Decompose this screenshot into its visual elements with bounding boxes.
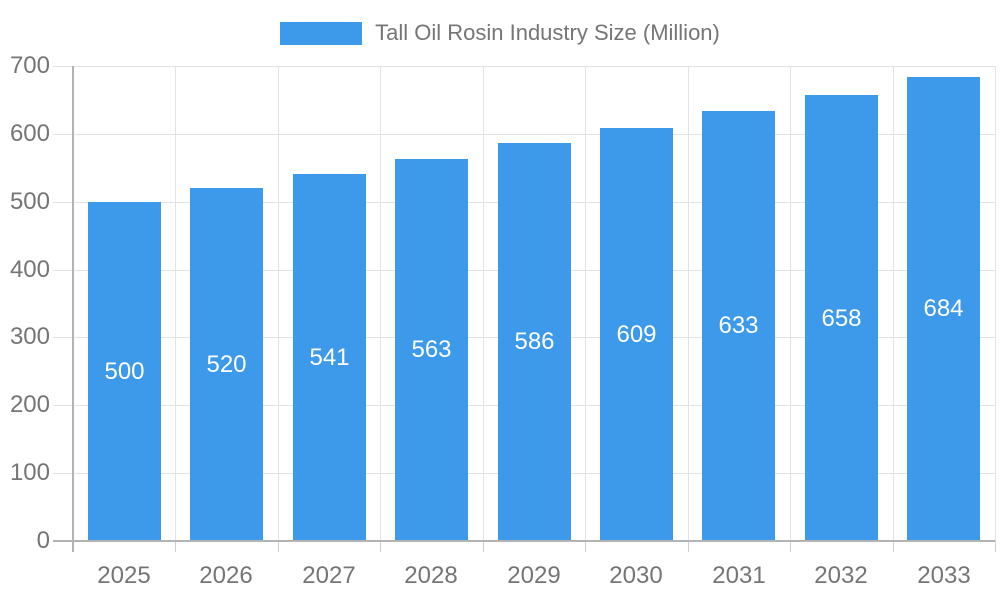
gridline-vertical xyxy=(893,66,894,541)
x-axis-tick xyxy=(790,541,791,552)
legend-color-swatch xyxy=(280,21,363,45)
gridline-vertical xyxy=(380,66,381,541)
y-tick-label: 700 xyxy=(9,52,50,79)
bar: 586 xyxy=(498,143,571,541)
bar: 541 xyxy=(293,174,366,541)
gridline-vertical xyxy=(483,66,484,541)
x-axis-tick xyxy=(688,541,689,552)
x-tick-label: 2026 xyxy=(199,562,253,589)
bar: 658 xyxy=(805,95,878,542)
bar-value-label: 609 xyxy=(616,320,657,348)
gridline-vertical xyxy=(585,66,586,541)
bar-value-label: 633 xyxy=(718,312,759,339)
x-tick-label: 2027 xyxy=(302,562,356,589)
gridline-horizontal xyxy=(53,134,995,135)
x-tick-label: 2025 xyxy=(97,562,151,589)
bar: 520 xyxy=(190,188,263,541)
gridline-vertical xyxy=(688,66,689,541)
x-tick-label: 2029 xyxy=(507,562,561,589)
gridline-horizontal xyxy=(53,66,995,67)
legend: Tall Oil Rosin Industry Size (Million) xyxy=(0,18,1000,48)
x-axis-tick xyxy=(175,541,176,552)
bar-value-label: 500 xyxy=(104,357,145,385)
x-axis-tick xyxy=(995,541,996,552)
y-tick-label: 100 xyxy=(9,459,50,486)
gridline-vertical xyxy=(995,66,996,541)
bar: 633 xyxy=(702,111,775,541)
y-tick-label: 300 xyxy=(9,323,50,350)
x-tick-label: 2032 xyxy=(814,562,868,589)
gridline-vertical xyxy=(175,66,176,541)
bar: 609 xyxy=(600,128,673,541)
y-tick-label: 0 xyxy=(36,527,50,554)
bar-value-label: 658 xyxy=(821,304,862,332)
x-axis-line xyxy=(53,540,995,542)
y-tick-label: 500 xyxy=(9,188,50,215)
y-tick-label: 200 xyxy=(9,391,50,418)
x-axis-tick xyxy=(380,541,381,552)
x-axis-tick xyxy=(483,541,484,552)
bar: 563 xyxy=(395,159,468,541)
y-tick-label: 600 xyxy=(9,120,50,147)
bar-value-label: 520 xyxy=(206,350,247,378)
legend-label: Tall Oil Rosin Industry Size (Million) xyxy=(375,20,720,45)
gridline-vertical xyxy=(790,66,791,541)
x-tick-label: 2030 xyxy=(609,562,663,589)
y-tick-label: 400 xyxy=(9,256,50,283)
bar: 500 xyxy=(88,202,161,541)
x-tick-label: 2031 xyxy=(712,562,766,589)
x-tick-label: 2028 xyxy=(404,562,458,589)
bar: 684 xyxy=(907,77,980,541)
gridline-vertical xyxy=(278,66,279,541)
x-tick-label: 2033 xyxy=(917,562,971,589)
x-axis-tick xyxy=(893,541,894,552)
bar-value-label: 541 xyxy=(309,343,350,371)
y-axis-line xyxy=(72,66,74,552)
x-axis-tick xyxy=(278,541,279,552)
bar-value-label: 586 xyxy=(514,328,555,355)
x-axis-tick xyxy=(585,541,586,552)
bar-value-label: 563 xyxy=(411,336,452,363)
bar-value-label: 684 xyxy=(923,295,964,322)
